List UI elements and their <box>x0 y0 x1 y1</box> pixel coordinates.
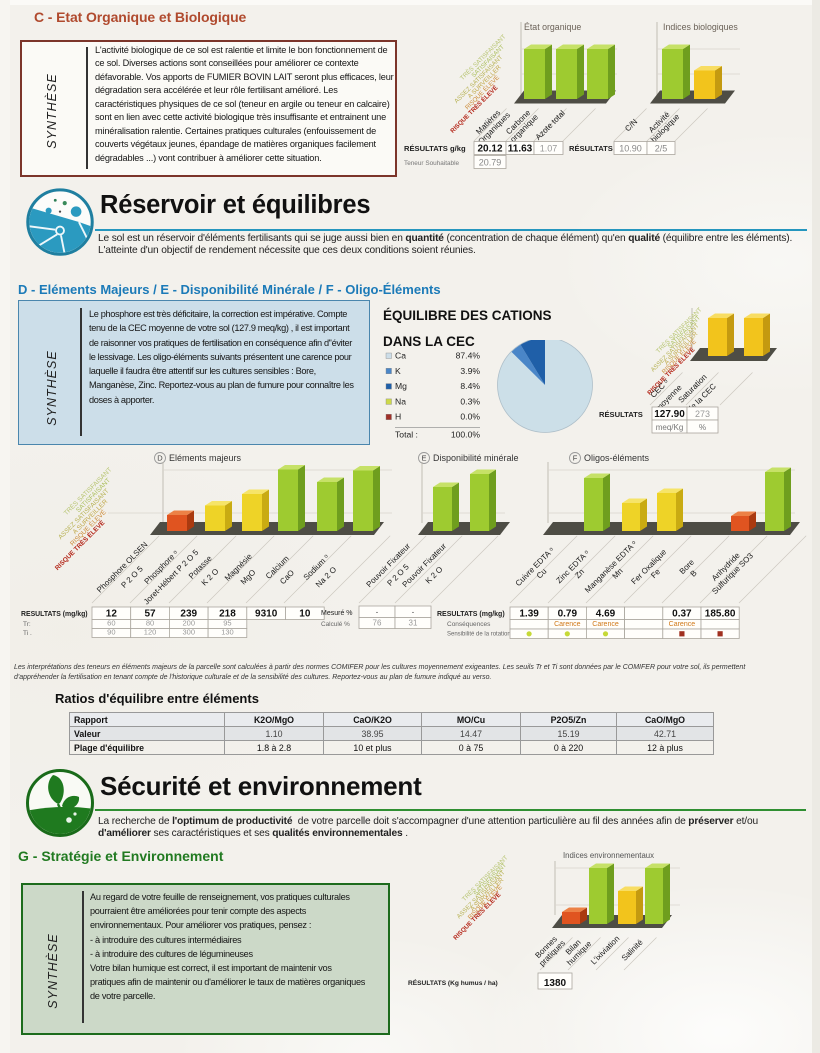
svg-text:Teneur Souhaitable: Teneur Souhaitable <box>404 160 460 167</box>
svg-text:2/5: 2/5 <box>655 143 668 153</box>
svg-text:239: 239 <box>180 608 197 619</box>
svg-text:80: 80 <box>146 618 154 627</box>
svg-text:31: 31 <box>409 618 418 627</box>
svg-text:10: 10 <box>299 608 311 619</box>
svg-text:RÉSULTATS: RÉSULTATS <box>599 410 643 419</box>
svg-text:Ca: Ca <box>395 351 406 361</box>
svg-text:CaO: CaO <box>278 568 296 586</box>
svg-text:4.69: 4.69 <box>596 608 616 619</box>
svg-text:E: E <box>421 454 426 463</box>
svg-text:RESULTATS (mg/kg): RESULTATS (mg/kg) <box>437 611 505 618</box>
svg-text:90: 90 <box>107 627 115 636</box>
svg-text:MgO: MgO <box>239 568 258 587</box>
svg-text:9310: 9310 <box>255 608 278 619</box>
svg-text:D: D <box>157 454 163 463</box>
svg-text:H: H <box>395 412 401 422</box>
svg-text:C/N: C/N <box>623 117 639 133</box>
svg-text:Salinité: Salinité <box>620 937 645 962</box>
svg-text:20.79: 20.79 <box>479 157 502 167</box>
svg-text:Ti .: Ti . <box>23 630 32 637</box>
svg-text:Indices environnementaux: Indices environnementaux <box>563 851 654 860</box>
svg-text:Indices biologiques: Indices biologiques <box>663 22 738 32</box>
svg-text:8.4%: 8.4% <box>460 381 480 391</box>
svg-text:RÉSULTATS: RÉSULTATS <box>569 144 613 153</box>
svg-text:Na: Na <box>395 396 406 406</box>
svg-text:K: K <box>395 366 401 376</box>
svg-text:12: 12 <box>106 608 118 619</box>
svg-text:95: 95 <box>223 618 231 627</box>
svg-text:Eléments majeurs: Eléments majeurs <box>169 453 242 463</box>
svg-text:Oligos-éléments: Oligos-éléments <box>584 453 650 463</box>
svg-text:20.12: 20.12 <box>477 143 502 154</box>
svg-text:200: 200 <box>182 618 195 627</box>
svg-text:Carence: Carence <box>554 621 581 628</box>
svg-text:F: F <box>573 454 578 463</box>
svg-text:57: 57 <box>144 608 156 619</box>
svg-text:0.79: 0.79 <box>558 608 578 619</box>
svg-text:218: 218 <box>219 608 236 619</box>
svg-text:273: 273 <box>695 409 710 419</box>
svg-text:-: - <box>412 607 415 616</box>
svg-text:Carence: Carence <box>592 621 619 628</box>
svg-text:Tr:: Tr: <box>23 621 31 628</box>
svg-text:RÉSULTATS (Kg humus / ha): RÉSULTATS (Kg humus / ha) <box>408 978 498 987</box>
svg-text:Fer Oxalique: Fer Oxalique <box>629 547 668 586</box>
svg-text:Disponibilité minérale: Disponibilité minérale <box>433 453 519 463</box>
svg-text:1.07: 1.07 <box>540 143 558 153</box>
svg-text:RÉSULTATS g/kg: RÉSULTATS g/kg <box>404 144 466 153</box>
svg-text:0.37: 0.37 <box>672 608 692 619</box>
svg-text:État organique: État organique <box>524 22 581 32</box>
svg-text:%: % <box>699 423 706 432</box>
svg-text:120: 120 <box>144 627 157 636</box>
svg-text:B: B <box>689 569 699 579</box>
svg-text:Mesuré %: Mesuré % <box>321 610 353 617</box>
svg-text:76: 76 <box>373 618 382 627</box>
svg-text:Calculé %: Calculé % <box>321 621 350 628</box>
svg-text:1380: 1380 <box>544 978 567 989</box>
svg-text:Azote total: Azote total <box>534 109 567 142</box>
svg-text:Mg: Mg <box>395 381 407 391</box>
svg-text:Carence: Carence <box>669 621 696 628</box>
svg-text:meq/Kg: meq/Kg <box>656 423 684 432</box>
svg-text:Total :: Total : <box>395 430 418 440</box>
svg-text:Cuivre EDTA ᵒ: Cuivre EDTA ᵒ <box>514 546 556 588</box>
svg-text:-: - <box>376 607 379 616</box>
svg-text:127.90: 127.90 <box>654 409 685 420</box>
svg-text:300: 300 <box>182 627 195 636</box>
svg-text:0.3%: 0.3% <box>460 396 480 406</box>
svg-text:185.80: 185.80 <box>705 608 736 619</box>
svg-text:3.9%: 3.9% <box>460 366 480 376</box>
svg-text:130: 130 <box>221 627 234 636</box>
svg-text:100.0%: 100.0% <box>451 430 481 440</box>
svg-text:Zinc EDTA ᵒ: Zinc EDTA ᵒ <box>554 548 591 585</box>
svg-text:L'ixiviation: L'ixiviation <box>589 934 621 966</box>
svg-text:Conséquences: Conséquences <box>447 621 491 628</box>
svg-text:Sensibilité de la rotation: Sensibilité de la rotation <box>447 632 511 638</box>
svg-text:60: 60 <box>107 618 115 627</box>
svg-text:11.63: 11.63 <box>508 143 533 154</box>
svg-text:1.39: 1.39 <box>519 608 539 619</box>
svg-text:0.0%: 0.0% <box>460 412 480 422</box>
svg-text:Manganèse EDTA ᵒ: Manganèse EDTA ᵒ <box>583 539 639 595</box>
svg-text:RESULTATS (mg/kg): RESULTATS (mg/kg) <box>21 611 88 618</box>
svg-text:10.90: 10.90 <box>619 143 642 153</box>
svg-text:87.4%: 87.4% <box>456 351 481 361</box>
